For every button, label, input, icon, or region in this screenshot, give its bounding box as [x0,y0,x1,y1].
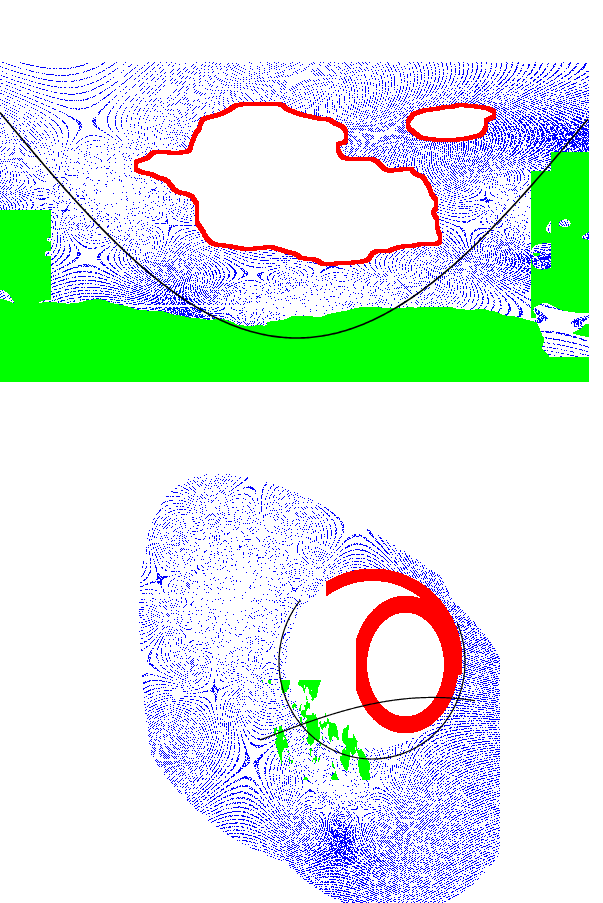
equirectangular-map-panel [0,62,589,382]
map-canvas [0,62,589,382]
orthographic-globe-panel [110,440,500,903]
globe-canvas [110,440,500,903]
